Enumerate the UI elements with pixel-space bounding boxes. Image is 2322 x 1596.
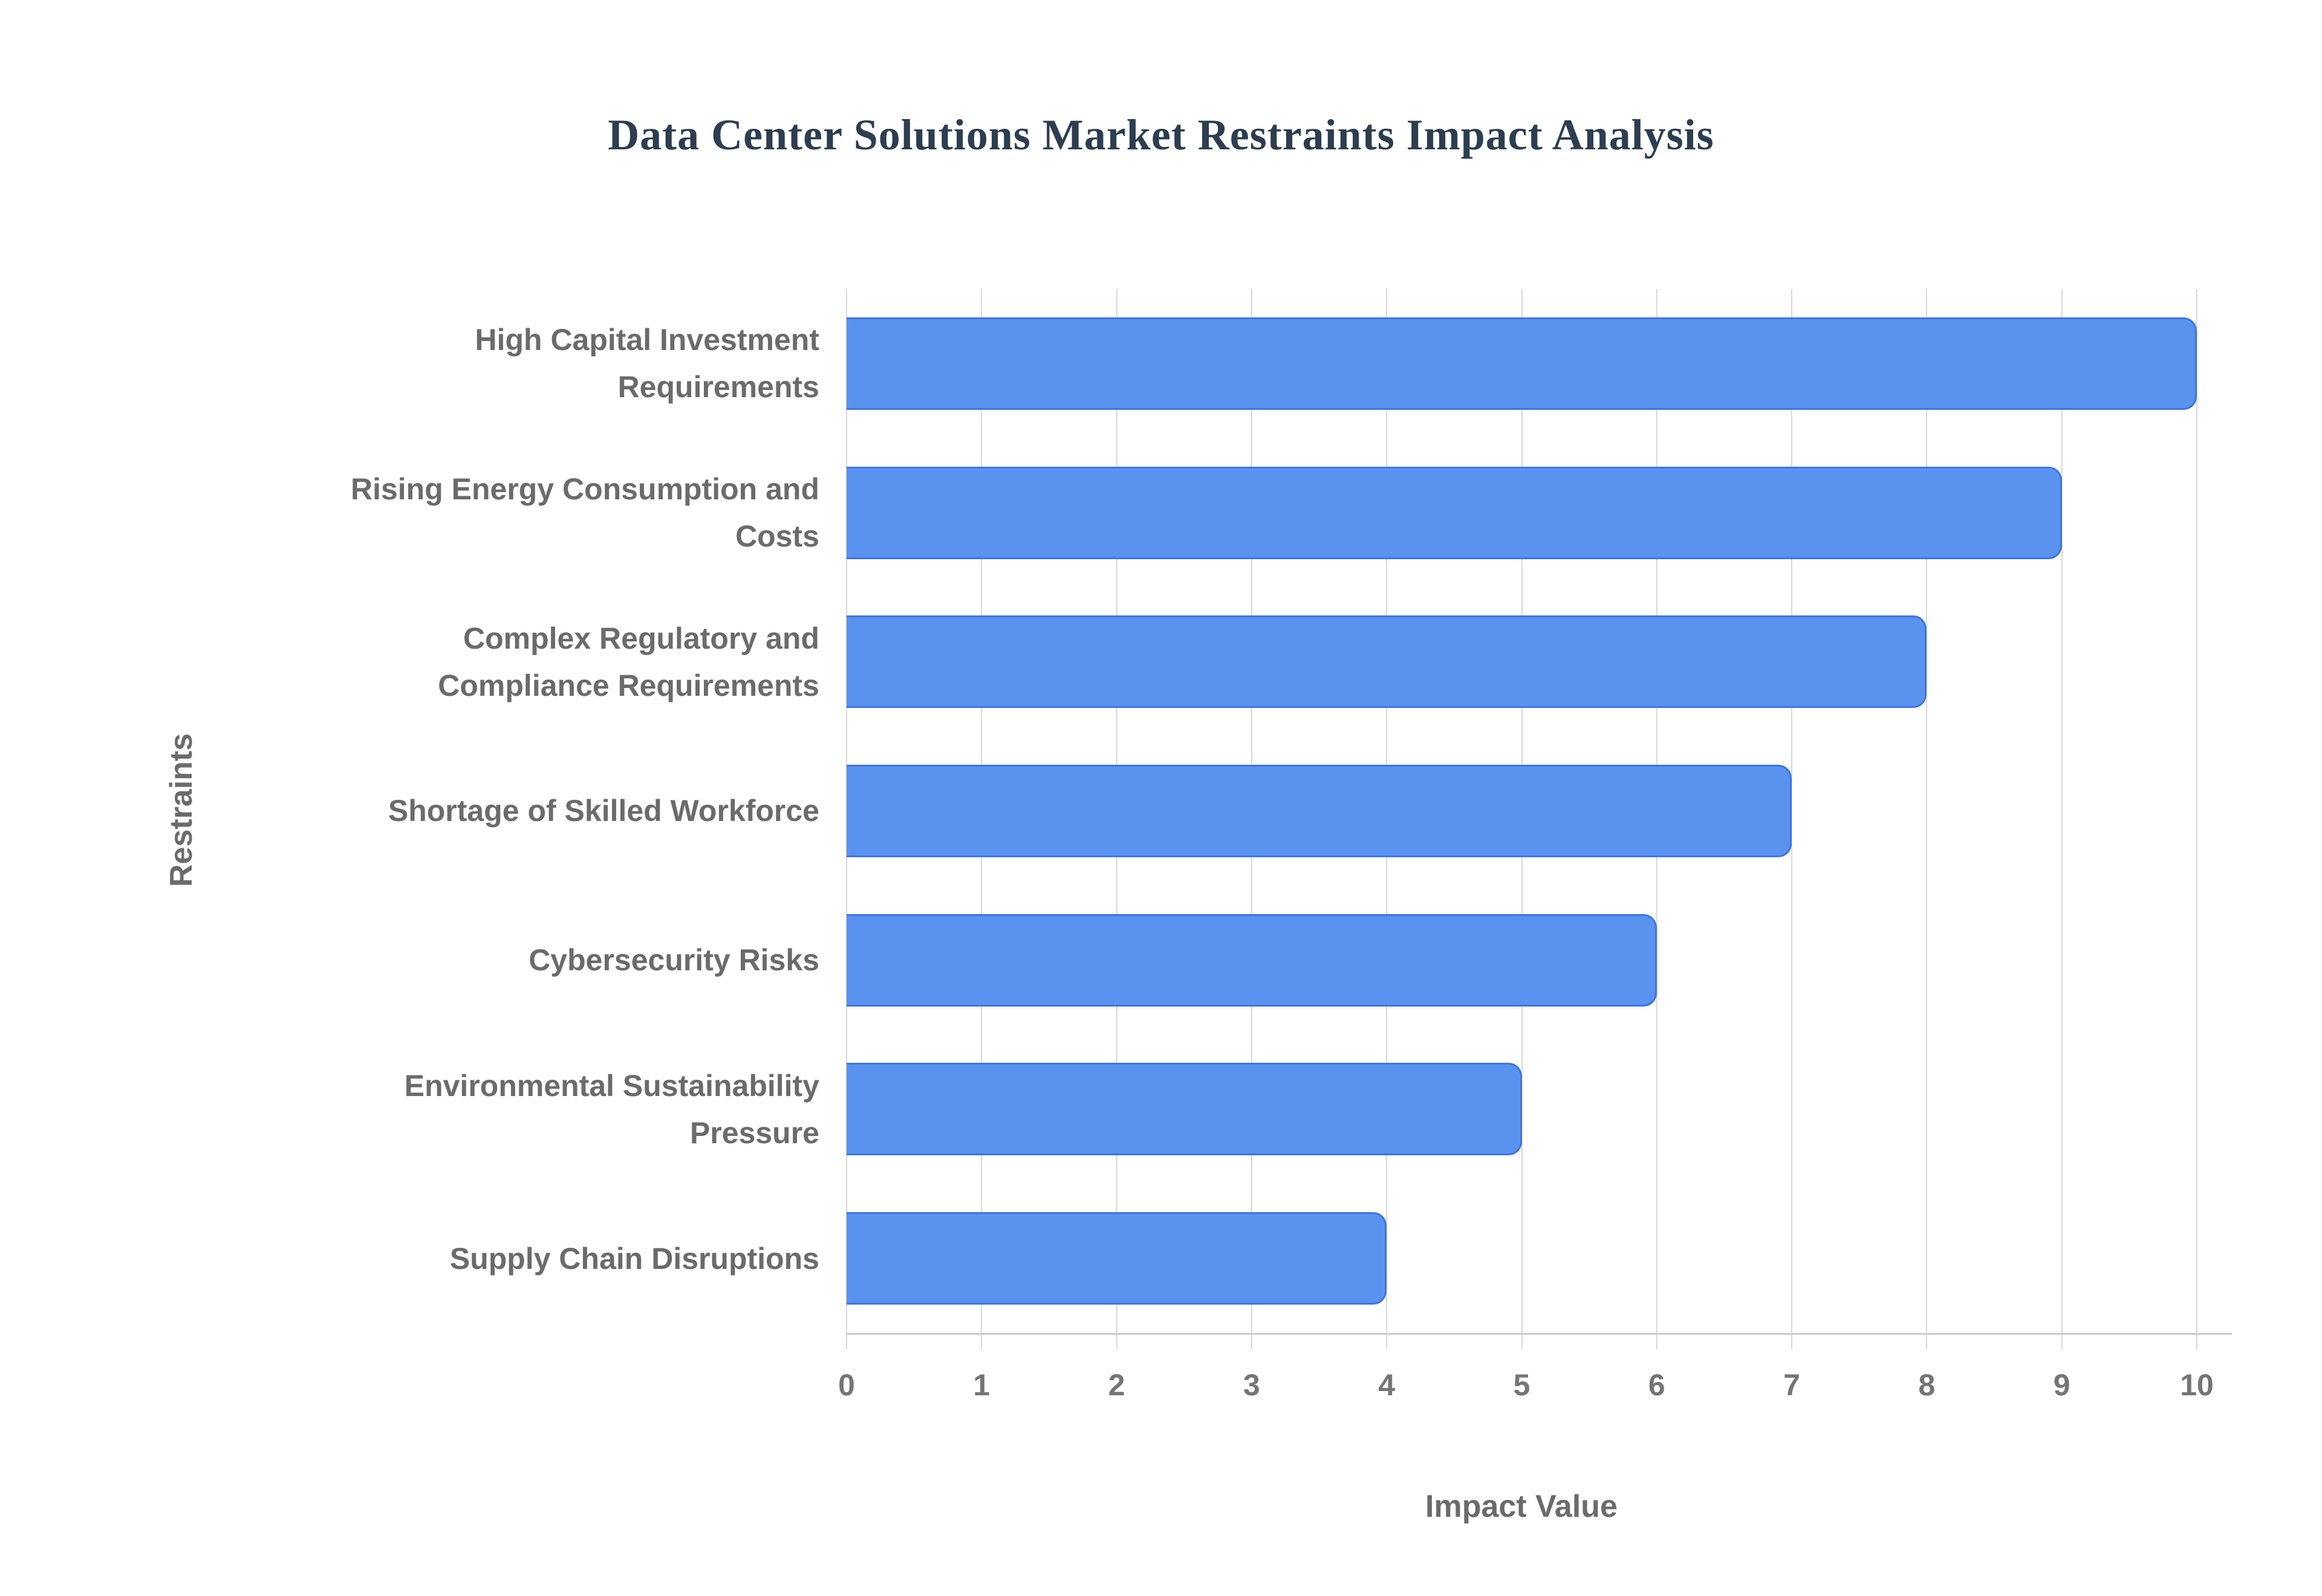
chart-title: Data Center Solutions Market Restraints …: [608, 111, 1714, 159]
gridline: [1926, 289, 1928, 1349]
category-label-text: Environmental Sustainability Pressure: [404, 1068, 819, 1150]
bar-6[interactable]: [847, 1063, 1522, 1156]
category-label: Supply Chain Disruptions: [299, 1184, 819, 1333]
x-axis-title: Impact Value: [1425, 1489, 1618, 1524]
x-tick-label: 10: [2180, 1368, 2214, 1402]
x-tick-label: 8: [1918, 1368, 1936, 1402]
category-label-text: Cybersecurity Risks: [528, 943, 819, 978]
x-tick-label: 6: [1648, 1368, 1665, 1402]
bar-row: [847, 1184, 2197, 1333]
bar-row: [847, 438, 2197, 588]
bar-row: [847, 289, 2197, 438]
bar-4[interactable]: [847, 765, 1792, 857]
category-label: Complex Regulatory and Compliance Requir…: [299, 587, 819, 736]
category-label: High Capital Investment Requirements: [299, 289, 819, 438]
bar-1[interactable]: [847, 317, 2197, 410]
category-label-text: Complex Regulatory and Compliance Requir…: [438, 621, 819, 702]
x-tick-label: 7: [1783, 1368, 1800, 1402]
plot-area: [846, 289, 2197, 1349]
gridline: [1791, 289, 1793, 1349]
bar-5[interactable]: [847, 913, 1657, 1007]
gridline: [2061, 289, 2063, 1349]
category-label: Rising Energy Consumption and Costs: [299, 438, 819, 588]
category-label-text: Shortage of Skilled Workforce: [388, 794, 819, 828]
bar-row: [847, 736, 2197, 886]
category-label-text: High Capital Investment Requirements: [475, 323, 819, 404]
gridline: [2196, 289, 2197, 1349]
y-axis-title: Restraints: [164, 733, 199, 887]
category-label: Shortage of Skilled Workforce: [299, 736, 819, 886]
category-label-text: Rising Energy Consumption and Costs: [350, 472, 819, 554]
x-axis-baseline: [846, 1333, 2232, 1335]
x-tick-label: 1: [973, 1368, 990, 1402]
category-labels: High Capital Investment Requirements Risi…: [299, 289, 819, 1333]
category-label-text: Supply Chain Disruptions: [449, 1241, 819, 1276]
x-tick-label: 4: [1378, 1368, 1396, 1402]
x-tick-label: 5: [1513, 1368, 1530, 1402]
category-label: Environmental Sustainability Pressure: [299, 1035, 819, 1184]
x-tick-label: 0: [838, 1368, 855, 1402]
category-label: Cybersecurity Risks: [299, 886, 819, 1035]
bar-2[interactable]: [847, 466, 2062, 559]
x-tick-label: 2: [1108, 1368, 1125, 1402]
bar-3[interactable]: [847, 615, 1927, 709]
x-axis-ticks: 0 1 2 3 4 5 6 7 8 9 10: [838, 1367, 2214, 1416]
bar-7[interactable]: [847, 1212, 1387, 1305]
bar-row: [847, 886, 2197, 1035]
x-tick-label: 9: [2053, 1368, 2070, 1402]
bar-row: [847, 1035, 2197, 1184]
bar-row: [847, 587, 2197, 736]
x-tick-label: 3: [1243, 1368, 1260, 1402]
